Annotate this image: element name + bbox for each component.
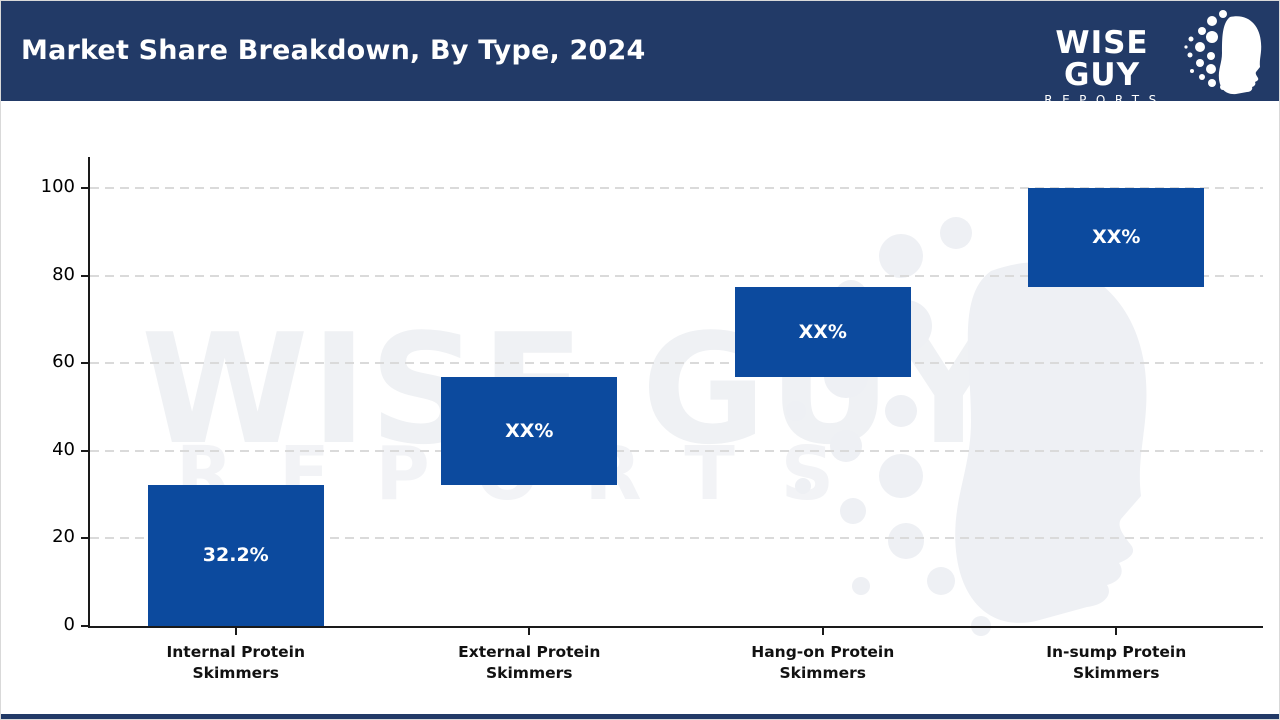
gridline-100 bbox=[90, 187, 1263, 189]
wise-guy-reports-logo: WISE GUY REPORTS bbox=[1013, 9, 1263, 107]
y-axis-tick-label: 40 bbox=[52, 438, 75, 460]
logo-text: WISE GUY REPORTS bbox=[1013, 27, 1191, 107]
y-tick-mark bbox=[81, 187, 88, 189]
footer-bar bbox=[1, 714, 1279, 719]
y-tick-mark bbox=[81, 625, 88, 627]
bar-external-protein-skimmers[interactable]: XX% bbox=[441, 376, 618, 485]
gridline-20 bbox=[90, 537, 1263, 540]
logo-face-icon bbox=[1184, 10, 1262, 95]
y-tick-mark bbox=[81, 537, 88, 540]
logo-wordmark: WISE GUY bbox=[1055, 25, 1149, 93]
bar-value-label: XX% bbox=[505, 419, 554, 442]
y-axis-tick-label: 20 bbox=[52, 526, 75, 548]
plot-area: WISE GUY REPORTS 32.2%XX%XX%XX% 02040608… bbox=[1, 101, 1279, 716]
y-tick-mark bbox=[81, 362, 88, 365]
x-axis-category-label: In-sump Protein Skimmers bbox=[1046, 643, 1187, 682]
y-axis-tick-label: 80 bbox=[52, 263, 75, 285]
gridline-40 bbox=[90, 449, 1263, 452]
bar-value-label: 32.2% bbox=[202, 544, 269, 567]
x-tick-mark bbox=[1115, 628, 1118, 635]
y-axis-tick-label: 0 bbox=[63, 614, 75, 635]
bar-value-label: XX% bbox=[1092, 226, 1141, 249]
bar-in-sump-protein-skimmers[interactable]: XX% bbox=[1028, 188, 1205, 287]
bar-internal-protein-skimmers[interactable]: 32.2% bbox=[147, 484, 324, 626]
header-bar: Market Share Breakdown, By Type, 2024 WI… bbox=[1, 1, 1279, 107]
x-tick-mark bbox=[821, 628, 824, 635]
x-axis-category-label: Hang-on Protein Skimmers bbox=[751, 643, 895, 682]
chart-title: Market Share Breakdown, By Type, 2024 bbox=[21, 35, 646, 66]
x-axis-category-label: Internal Protein Skimmers bbox=[166, 643, 306, 682]
x-axis-category-label: External Protein Skimmers bbox=[458, 643, 601, 682]
bar-value-label: XX% bbox=[798, 320, 847, 343]
x-tick-mark bbox=[234, 628, 237, 635]
y-axis-tick-label: 100 bbox=[40, 176, 75, 197]
y-axis-tick-label: 60 bbox=[52, 351, 75, 373]
y-axis-line bbox=[88, 157, 90, 628]
gridline-80 bbox=[90, 274, 1263, 277]
x-tick-mark bbox=[528, 628, 531, 635]
bar-hang-on-protein-skimmers[interactable]: XX% bbox=[734, 286, 911, 377]
y-tick-mark bbox=[81, 449, 88, 452]
gridline-60 bbox=[90, 362, 1263, 365]
x-axis-line bbox=[88, 626, 1263, 628]
y-tick-mark bbox=[81, 274, 88, 277]
